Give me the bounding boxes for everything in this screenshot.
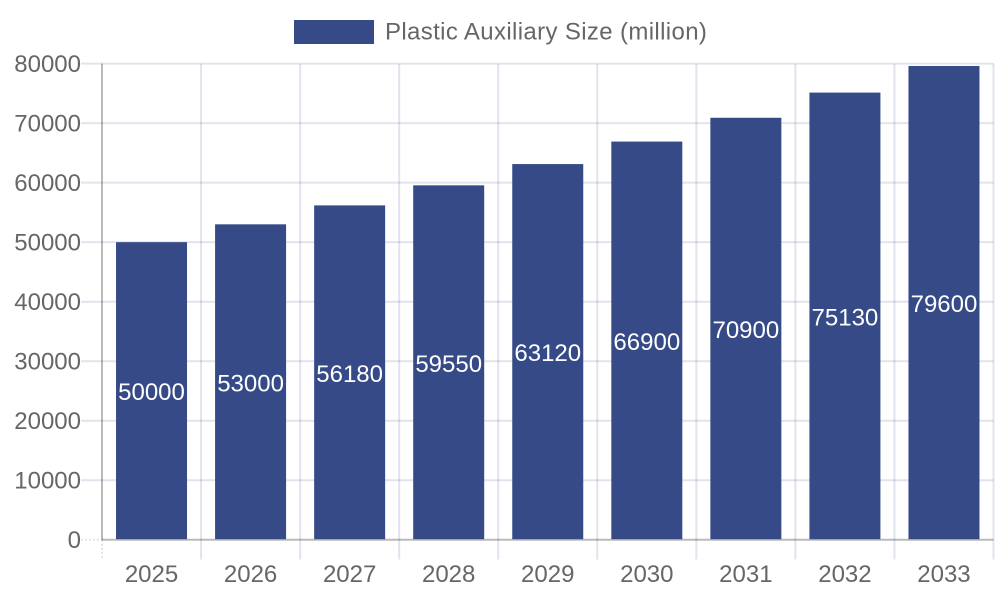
svg-text:63120: 63120: [514, 340, 581, 367]
svg-text:2025: 2025: [125, 561, 178, 588]
svg-text:80000: 80000: [14, 51, 81, 78]
svg-text:66900: 66900: [613, 329, 680, 356]
svg-text:50000: 50000: [14, 229, 81, 256]
svg-text:20000: 20000: [14, 408, 81, 435]
svg-text:40000: 40000: [14, 289, 81, 316]
svg-text:2028: 2028: [422, 561, 475, 588]
svg-text:2031: 2031: [719, 561, 772, 588]
svg-text:2030: 2030: [620, 561, 673, 588]
svg-text:2033: 2033: [917, 561, 970, 588]
svg-text:70000: 70000: [14, 110, 81, 137]
svg-text:59550: 59550: [415, 351, 482, 378]
svg-text:75130: 75130: [812, 304, 879, 331]
svg-text:79600: 79600: [911, 291, 978, 318]
svg-text:70900: 70900: [712, 317, 779, 344]
svg-text:10000: 10000: [14, 467, 81, 494]
svg-text:53000: 53000: [217, 370, 284, 397]
svg-text:2027: 2027: [323, 561, 376, 588]
svg-text:50000: 50000: [118, 379, 185, 406]
svg-text:2032: 2032: [818, 561, 871, 588]
svg-text:30000: 30000: [14, 348, 81, 375]
svg-text:56180: 56180: [316, 361, 383, 388]
svg-text:Plastic Auxiliary Size (millio: Plastic Auxiliary Size (million): [385, 19, 707, 46]
svg-text:2026: 2026: [224, 561, 277, 588]
svg-text:2029: 2029: [521, 561, 574, 588]
svg-text:60000: 60000: [14, 170, 81, 197]
svg-text:0: 0: [68, 527, 81, 554]
